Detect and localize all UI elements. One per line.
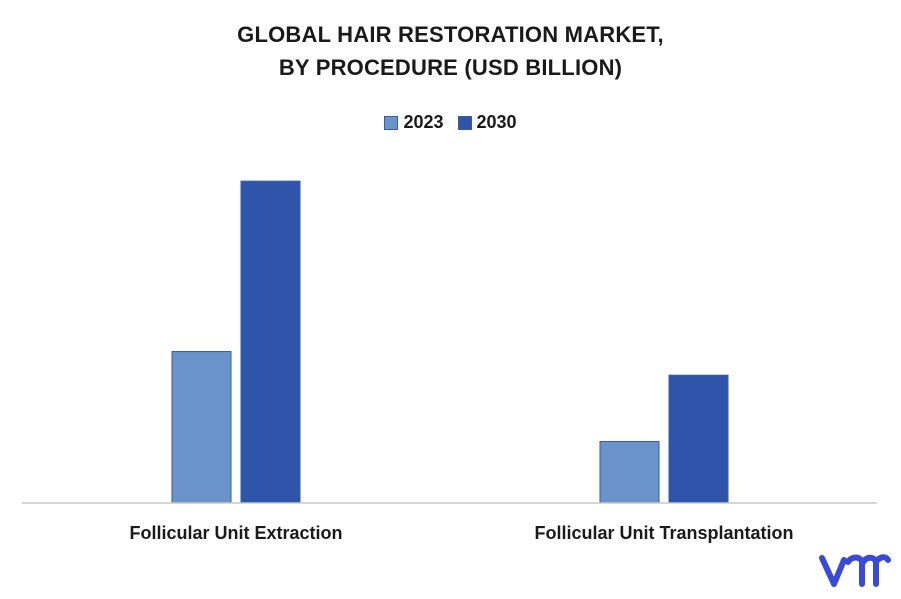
chart-title: GLOBAL HAIR RESTORATION MARKET, BY PROCE… (0, 18, 901, 84)
x-tick-label-follicular-unit-extraction: Follicular Unit Extraction (129, 523, 342, 543)
legend-item-2023: 2023 (384, 112, 444, 133)
bar-2030-follicular-unit-transplantation (668, 374, 729, 504)
vmr-logo-icon (819, 554, 891, 587)
legend-label-2023: 2023 (403, 112, 444, 132)
x-axis-labels: Follicular Unit Extraction Follicular Uni… (129, 523, 793, 543)
legend-swatch-2030 (457, 115, 472, 130)
bar-2023-follicular-unit-extraction (171, 351, 232, 504)
bar-group (171, 180, 729, 504)
chart-title-line-2: BY PROCEDURE (USD BILLION) (278, 55, 623, 80)
legend-label-2030: 2030 (476, 112, 517, 132)
chart-title-line-1: GLOBAL HAIR RESTORATION MARKET, (237, 22, 664, 47)
bar-2023-follicular-unit-transplantation (599, 440, 660, 504)
legend-swatch-2023 (384, 115, 399, 130)
x-tick-label-follicular-unit-transplantation: Follicular Unit Transplantation (534, 523, 793, 543)
chart-legend: 2023 2030 (0, 112, 901, 133)
bar-2030-follicular-unit-extraction (240, 180, 301, 504)
legend-item-2030: 2030 (457, 112, 517, 133)
